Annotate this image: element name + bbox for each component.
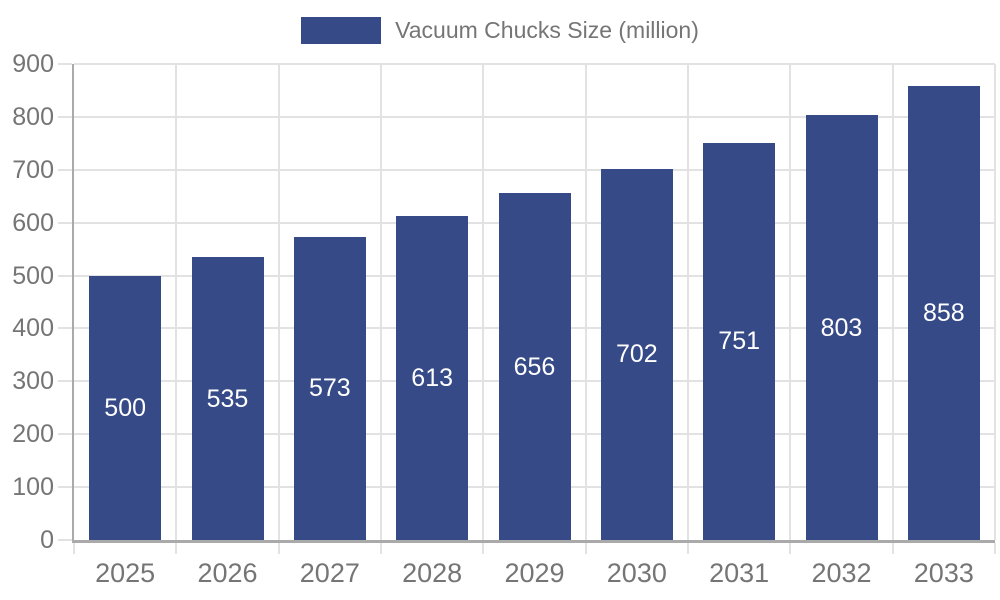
bar-value-label: 751 — [718, 327, 761, 356]
bar-value-label: 613 — [411, 363, 454, 392]
bar — [293, 236, 366, 540]
y-tick-label: 700 — [12, 155, 54, 184]
v-gridline — [891, 64, 894, 540]
legend-label: Vacuum Chucks Size (million) — [395, 16, 699, 43]
bar-value-label: 656 — [513, 352, 556, 381]
bar — [396, 215, 469, 540]
y-tick-label: 100 — [12, 473, 54, 502]
y-tick — [58, 327, 72, 330]
x-tick — [687, 543, 689, 554]
y-tick-label: 400 — [12, 314, 54, 343]
x-tick-label: 2031 — [709, 558, 770, 588]
x-tick — [584, 543, 587, 554]
y-tick — [58, 539, 72, 541]
bar — [600, 168, 673, 540]
x-tick — [789, 543, 792, 554]
x-tick-label: 2027 — [299, 558, 360, 588]
bar-value-label: 702 — [615, 340, 658, 369]
v-gridline — [584, 64, 587, 540]
x-tick-label: 2029 — [504, 558, 565, 588]
x-tick — [482, 543, 485, 554]
x-tick-label: 2026 — [197, 558, 258, 588]
x-tick-label: 2032 — [811, 558, 872, 588]
v-gridline — [789, 64, 792, 540]
y-tick-label: 0 — [40, 526, 54, 554]
bar — [805, 115, 878, 540]
v-gridline — [687, 64, 689, 540]
y-tick-label: 200 — [12, 420, 54, 449]
y-tick-label: 800 — [12, 102, 54, 131]
y-tick — [58, 115, 72, 118]
y-tick — [58, 486, 72, 489]
bar — [191, 257, 264, 540]
chart-legend: Vacuum Chucks Size (million) — [0, 15, 1000, 45]
v-gridline — [277, 64, 280, 540]
h-gridline — [74, 63, 995, 65]
v-gridline — [482, 64, 485, 540]
bar — [498, 193, 571, 540]
y-tick — [58, 380, 72, 383]
v-gridline — [994, 64, 996, 540]
v-gridline — [175, 64, 178, 540]
y-tick-label: 500 — [12, 261, 54, 290]
legend-swatch — [301, 16, 382, 44]
bar-value-label: 573 — [308, 374, 351, 403]
bar — [89, 275, 162, 540]
x-tick-label: 2028 — [402, 558, 463, 588]
x-tick — [73, 543, 75, 554]
bar — [907, 86, 980, 540]
y-tick — [58, 433, 72, 436]
x-tick-label: 2033 — [913, 558, 974, 588]
x-tick — [891, 543, 894, 554]
bar-value-label: 803 — [820, 313, 863, 342]
h-gridline — [74, 115, 995, 118]
y-tick — [58, 63, 72, 65]
y-tick-label: 900 — [12, 50, 54, 78]
bar — [703, 142, 776, 540]
bar-value-label: 535 — [206, 384, 249, 413]
x-tick-label: 2030 — [606, 558, 667, 588]
x-tick-label: 2025 — [95, 558, 156, 588]
bar-value-label: 858 — [922, 299, 965, 328]
y-tick-label: 600 — [12, 208, 54, 237]
x-tick — [277, 543, 280, 554]
bar-value-label: 500 — [104, 393, 147, 422]
h-gridline — [74, 168, 995, 171]
y-tick-label: 300 — [12, 367, 54, 396]
plot-area: 500 535 573 613 656 702 751 803 858 — [72, 63, 996, 543]
x-tick — [994, 543, 996, 554]
x-tick — [380, 543, 382, 554]
y-tick — [58, 221, 72, 224]
y-tick — [58, 274, 72, 277]
x-tick — [175, 543, 178, 554]
v-gridline — [380, 64, 382, 540]
y-tick — [58, 168, 72, 171]
